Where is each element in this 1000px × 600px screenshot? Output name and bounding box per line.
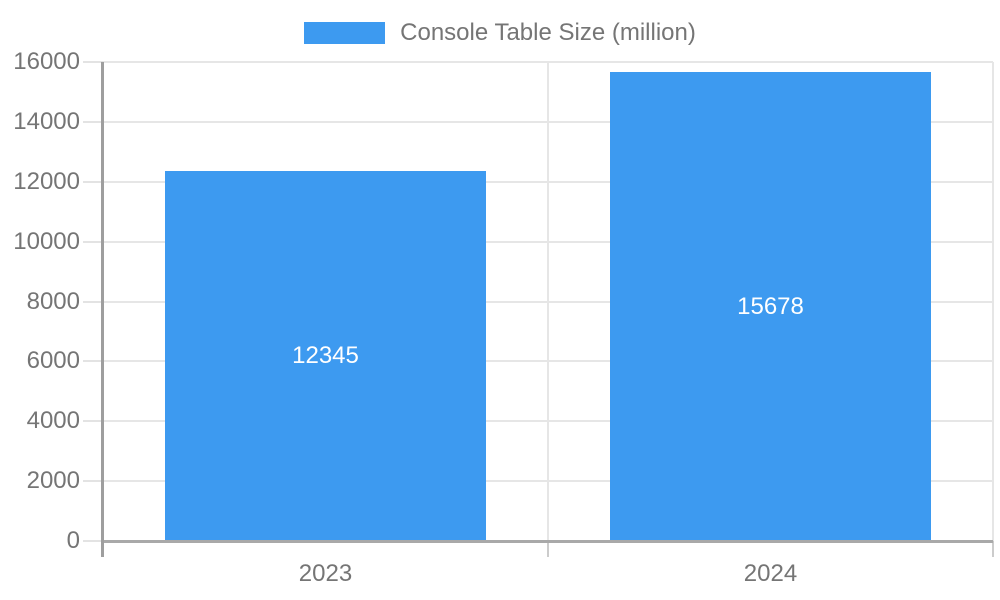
category-boundary-gridline-1 <box>547 62 549 541</box>
y-axis-label-12000: 12000 <box>13 167 80 195</box>
y-axis-label-2000: 2000 <box>26 467 80 495</box>
y-axis-line <box>101 62 104 557</box>
bar-value-label-2024: 15678 <box>737 292 804 320</box>
y-tick-6000 <box>83 360 103 363</box>
y-axis-label-8000: 8000 <box>26 287 80 315</box>
x-axis-tick-2 <box>992 541 994 557</box>
bar-value-label-2023: 12345 <box>292 342 359 369</box>
gridline-0 <box>103 540 993 543</box>
y-axis-label-14000: 14000 <box>13 107 80 135</box>
y-tick-2000 <box>83 480 103 483</box>
y-tick-12000 <box>83 180 103 183</box>
x-axis-label-2024: 2024 <box>743 560 798 587</box>
x-axis-tick-1 <box>547 541 549 557</box>
y-axis-label-10000: 10000 <box>13 227 80 255</box>
bar-2024[interactable]: 15678 <box>610 72 931 541</box>
y-tick-16000 <box>83 61 103 63</box>
legend-label: Console Table Size (million) <box>400 19 696 46</box>
y-tick-8000 <box>83 300 103 303</box>
y-tick-10000 <box>83 240 103 243</box>
legend[interactable]: Console Table Size (million) <box>0 19 1000 47</box>
y-axis-label-6000: 6000 <box>26 347 80 375</box>
legend-swatch <box>304 22 386 44</box>
x-axis-label-2023: 2023 <box>298 560 353 587</box>
y-axis-label-4000: 4000 <box>26 407 80 435</box>
bar-2023[interactable]: 12345 <box>165 171 486 541</box>
y-tick-4000 <box>83 420 103 423</box>
y-tick-14000 <box>83 120 103 123</box>
y-axis-label-16000: 16000 <box>13 48 80 75</box>
category-boundary-gridline-2 <box>992 62 994 541</box>
y-tick-0 <box>83 540 103 542</box>
y-axis-label-0: 0 <box>66 527 80 554</box>
